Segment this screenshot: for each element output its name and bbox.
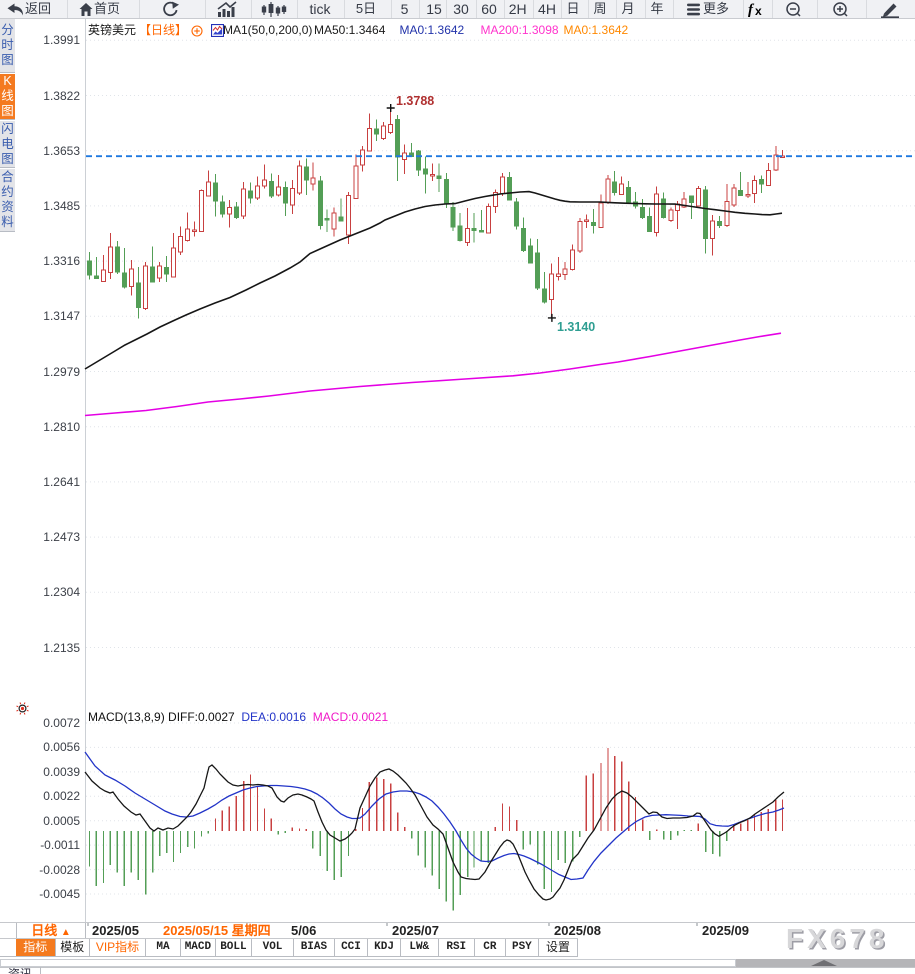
svg-text:x: x: [755, 4, 762, 18]
svg-text:f: f: [748, 2, 755, 18]
